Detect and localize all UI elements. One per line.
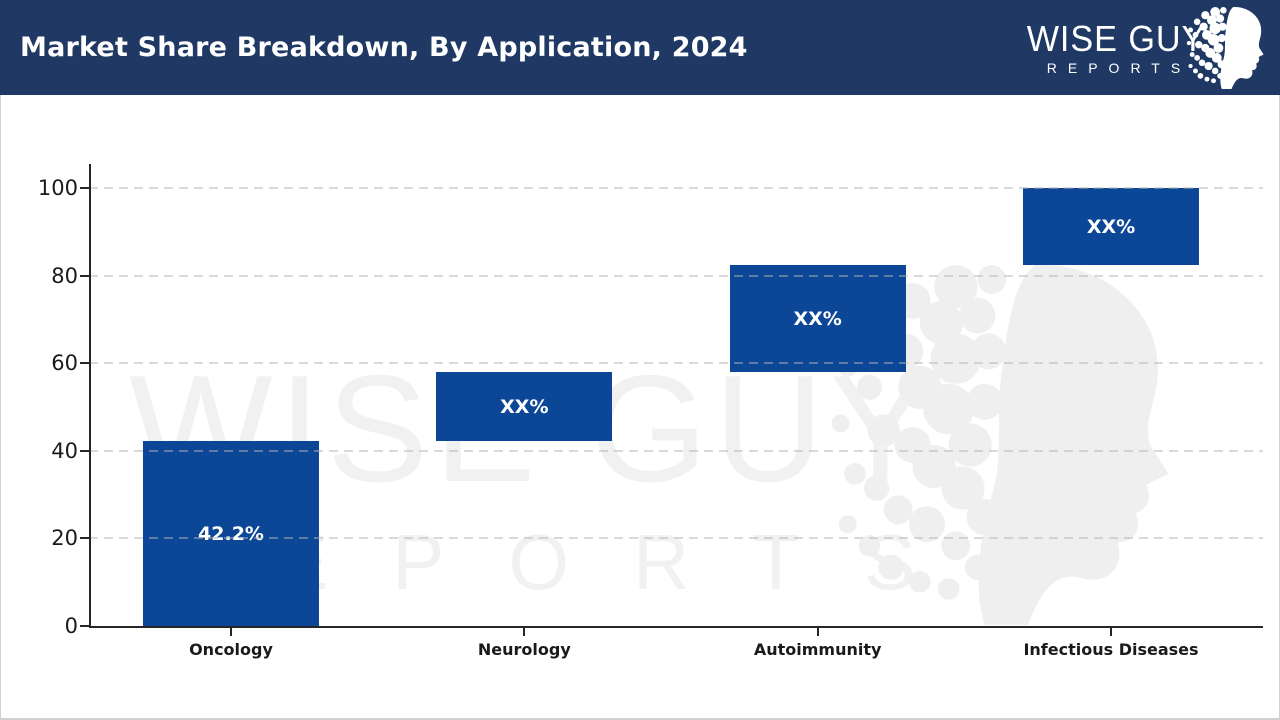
logo-wordmark: WISE GUY	[1026, 17, 1206, 59]
x-tick-3	[816, 628, 819, 636]
gridline-20	[89, 537, 1263, 540]
header-bar: Market Share Breakdown, By Application, …	[0, 0, 1280, 95]
logo-text: WISE GUY REPORTS	[1022, 17, 1210, 76]
y-tick-40	[80, 449, 89, 452]
gridline-80	[89, 274, 1263, 277]
y-tick-20	[80, 537, 89, 540]
y-tick-label-0: 0	[64, 614, 78, 638]
bar-value-label: XX%	[500, 395, 549, 418]
x-tick-1	[230, 628, 232, 636]
gridline-100	[89, 187, 1263, 189]
y-tick-0	[80, 625, 89, 627]
bar-neurology: XX%	[436, 371, 613, 442]
bar-oncology: 42.2%	[143, 441, 319, 626]
x-category-label: Autoimmunity	[753, 640, 882, 659]
wise-guy-reports-logo: WISE GUY REPORTS	[1022, 6, 1266, 90]
bar-value-label: XX%	[793, 307, 842, 330]
bar-value-label: XX%	[1086, 215, 1136, 238]
logo-subtext: REPORTS	[1046, 59, 1192, 76]
x-axis-line	[89, 626, 1263, 628]
y-tick-60	[80, 362, 89, 365]
bar-infectious-diseases: XX%	[1022, 188, 1199, 266]
y-tick-80	[80, 274, 89, 277]
bar-value-label: 42.2%	[198, 522, 264, 545]
x-category-label: Neurology	[477, 640, 571, 659]
y-tick-label-100: 100	[37, 176, 78, 200]
x-category-label: Infectious Diseases	[1023, 640, 1199, 659]
page-title: Market Share Breakdown, By Application, …	[20, 32, 748, 63]
y-tick-label-20: 20	[51, 526, 78, 551]
x-tick-2	[523, 628, 526, 636]
y-tick-label-40: 40	[51, 438, 78, 463]
y-tick-100	[80, 187, 89, 189]
y-tick-label-60: 60	[51, 351, 78, 376]
bar-autoimmunity: XX%	[729, 265, 906, 372]
y-axis-line	[89, 164, 91, 628]
chart-canvas: WISE GUY REPORTS 42.2% XX% XX% XX% 0 20 40 60 80…	[0, 95, 1280, 720]
x-category-label: Oncology	[189, 640, 273, 659]
x-tick-4	[1109, 628, 1112, 636]
y-tick-label-80: 80	[51, 263, 78, 288]
gridline-60	[89, 362, 1263, 365]
gridline-40	[89, 449, 1263, 452]
